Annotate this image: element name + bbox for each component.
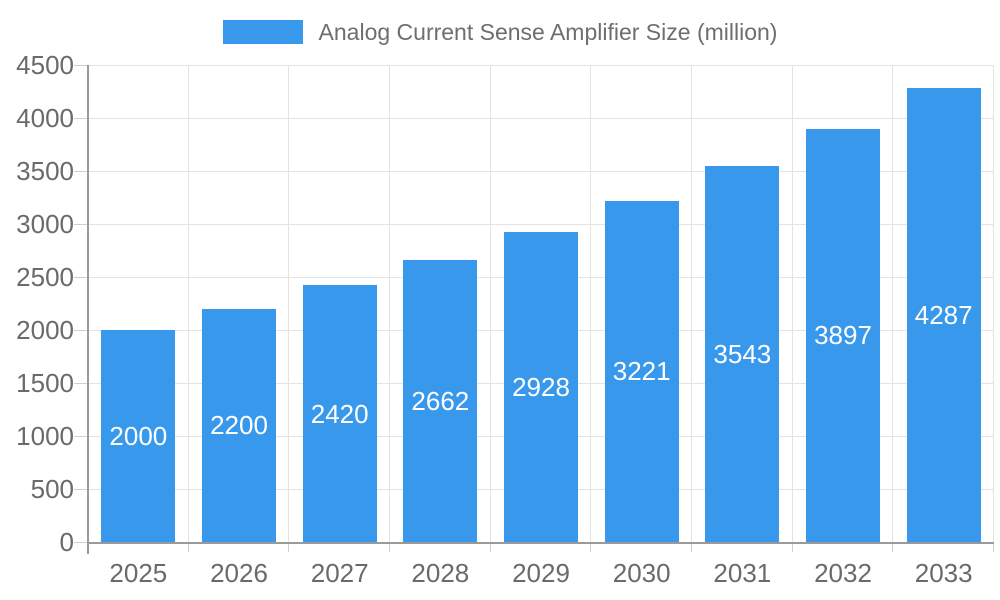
x-axis-label: 2033	[914, 558, 973, 588]
legend-swatch	[222, 20, 303, 44]
y-axis-label: 4000	[16, 103, 74, 133]
bar-value-label: 3221	[612, 356, 671, 387]
bar-value-label: 3897	[814, 320, 872, 351]
y-axis-label: 2500	[16, 262, 74, 292]
y-gridline	[88, 118, 994, 119]
y-gridline	[88, 65, 994, 66]
x-axis-label: 2025	[109, 558, 168, 588]
bar-2027: 2420	[302, 285, 377, 542]
x-tick	[993, 542, 994, 552]
x-tick	[892, 542, 894, 552]
x-gridline	[187, 65, 189, 542]
y-axis-label: 2000	[16, 315, 74, 345]
bar-2031: 3543	[705, 166, 780, 542]
y-axis-line	[87, 65, 89, 554]
legend[interactable]: Analog Current Sense Amplifier Size (mil…	[0, 16, 1000, 48]
x-axis-label: 2030	[612, 558, 671, 588]
x-tick	[590, 542, 592, 552]
y-tick	[74, 436, 88, 437]
x-gridline	[288, 65, 290, 542]
bar-2026: 2200	[202, 308, 276, 542]
bar-value-label: 2420	[310, 398, 369, 429]
x-axis-label: 2032	[814, 558, 872, 588]
bar-value-label: 2000	[109, 421, 168, 451]
x-axis-label: 2031	[713, 558, 772, 588]
x-gridline	[691, 65, 692, 542]
x-gridline	[892, 65, 894, 542]
bar-value-label: 2928	[512, 371, 570, 402]
x-axis-label: 2026	[210, 558, 268, 588]
x-tick	[489, 542, 491, 552]
bar-2030: 3221	[604, 200, 679, 542]
bar-2025: 2000	[101, 330, 176, 542]
bar-2028: 2662	[403, 259, 478, 542]
y-axis-label: 1500	[16, 368, 74, 398]
y-tick	[74, 542, 88, 543]
x-gridline	[489, 65, 491, 542]
bar-2033: 4287	[906, 87, 981, 542]
bar-value-label: 2200	[210, 410, 268, 441]
y-tick	[74, 383, 88, 384]
x-tick	[389, 542, 390, 552]
plot-area: 2000 2200 2420 2662 2928 3221 3543 3897 4287	[88, 65, 994, 542]
x-tick	[187, 542, 189, 552]
y-tick	[74, 330, 88, 331]
x-tick	[288, 542, 290, 552]
x-gridline	[389, 65, 390, 542]
y-axis-label: 3500	[16, 156, 74, 186]
bar-value-label: 3543	[713, 339, 772, 370]
x-tick	[691, 542, 692, 552]
y-gridline	[88, 171, 994, 172]
y-tick	[74, 171, 88, 172]
y-tick	[74, 118, 88, 119]
x-gridline	[993, 65, 994, 542]
bar-2032: 3897	[806, 128, 880, 542]
x-gridline	[791, 65, 793, 542]
x-tick	[791, 542, 793, 552]
y-tick	[74, 65, 88, 66]
y-axis-label: 4500	[16, 50, 74, 80]
x-gridline	[590, 65, 592, 542]
y-gridline	[88, 224, 994, 225]
x-axis-label: 2027	[310, 558, 369, 588]
y-tick	[74, 277, 88, 278]
y-axis-label: 3000	[16, 209, 74, 239]
bar-2029: 2928	[504, 231, 578, 542]
y-axis-label: 500	[30, 474, 74, 504]
y-axis-label: 0	[59, 527, 74, 557]
legend-label: Analog Current Sense Amplifier Size (mil…	[318, 19, 778, 45]
y-tick	[74, 224, 88, 225]
y-axis-label: 1000	[16, 421, 74, 451]
x-axis-label: 2028	[411, 558, 470, 588]
x-axis-line	[87, 542, 994, 544]
x-axis-label: 2029	[512, 558, 570, 588]
y-tick	[74, 489, 88, 490]
bar-value-label: 4287	[914, 299, 973, 330]
bar-value-label: 2662	[411, 385, 470, 416]
